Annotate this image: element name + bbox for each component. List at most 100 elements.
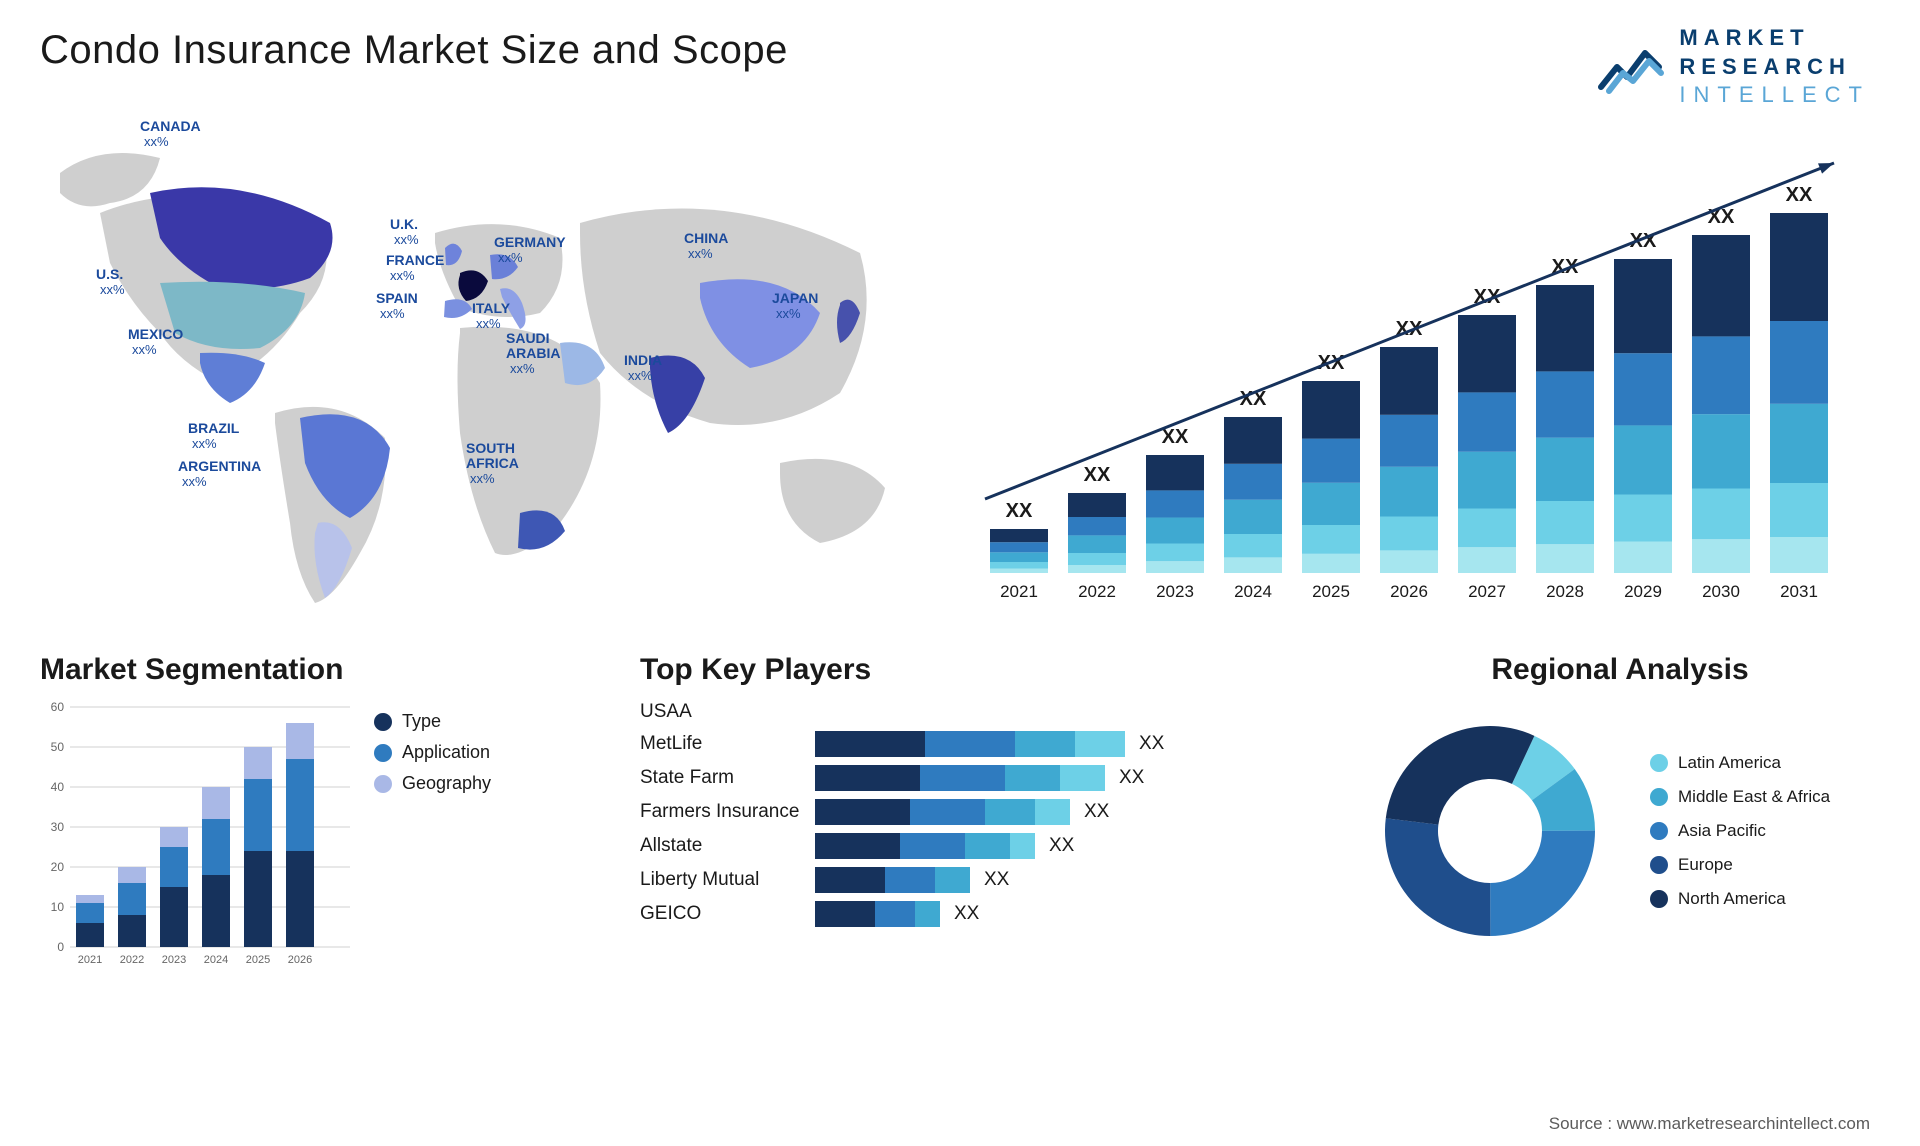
svg-text:XX: XX (1396, 318, 1423, 340)
segmentation-legend: Type Application Geography (374, 701, 491, 804)
svg-text:xx%: xx% (776, 306, 801, 321)
svg-text:GERMANY: GERMANY (494, 234, 566, 250)
svg-text:2026: 2026 (1390, 582, 1428, 601)
key-player-bar (815, 731, 1125, 757)
key-player-row: USAA (640, 701, 1320, 723)
key-player-name: GEICO (640, 903, 815, 925)
key-player-row: GEICO XX (640, 901, 1320, 927)
svg-text:xx%: xx% (510, 361, 535, 376)
svg-text:20: 20 (51, 860, 65, 874)
key-player-name: State Farm (640, 767, 815, 789)
svg-text:0: 0 (57, 940, 64, 954)
svg-text:BRAZIL: BRAZIL (188, 420, 240, 436)
key-player-bar (815, 867, 970, 893)
svg-text:ITALY: ITALY (472, 300, 511, 316)
regional-title: Regional Analysis (1360, 653, 1880, 687)
svg-text:40: 40 (51, 780, 65, 794)
key-player-row: State Farm XX (640, 765, 1320, 791)
svg-text:xx%: xx% (470, 471, 495, 486)
svg-text:INDIA: INDIA (624, 352, 662, 368)
svg-text:AFRICA: AFRICA (466, 455, 519, 471)
segmentation-legend-item: Geography (374, 773, 491, 794)
svg-text:xx%: xx% (100, 282, 125, 297)
svg-text:2030: 2030 (1702, 582, 1740, 601)
key-player-value: XX (1084, 801, 1109, 823)
svg-text:50: 50 (51, 740, 65, 754)
key-player-value: XX (1119, 767, 1144, 789)
key-player-row: Farmers Insurance XX (640, 799, 1320, 825)
svg-text:U.S.: U.S. (96, 266, 123, 282)
svg-text:2024: 2024 (204, 954, 228, 966)
svg-text:2021: 2021 (1000, 582, 1038, 601)
svg-text:U.K.: U.K. (390, 216, 418, 232)
key-player-name: MetLife (640, 733, 815, 755)
svg-text:2028: 2028 (1546, 582, 1584, 601)
key-player-name: Farmers Insurance (640, 801, 815, 823)
svg-text:CHINA: CHINA (684, 230, 728, 246)
regional-legend-item: North America (1650, 889, 1830, 909)
svg-text:2029: 2029 (1624, 582, 1662, 601)
regional-legend-item: Europe (1650, 855, 1830, 875)
svg-text:10: 10 (51, 900, 65, 914)
svg-text:JAPAN: JAPAN (772, 290, 818, 306)
key-player-bar (815, 901, 940, 927)
key-player-name: Allstate (640, 835, 815, 857)
svg-text:2022: 2022 (120, 954, 144, 966)
world-map: CANADAxx%U.S.xx%MEXICOxx%BRAZILxx%ARGENT… (40, 103, 940, 623)
svg-text:xx%: xx% (144, 134, 169, 149)
svg-text:SOUTH: SOUTH (466, 440, 515, 456)
svg-text:MEXICO: MEXICO (128, 326, 183, 342)
svg-text:ARGENTINA: ARGENTINA (178, 458, 261, 474)
svg-text:2021: 2021 (78, 954, 102, 966)
key-player-row: Liberty MutualXX (640, 867, 1320, 893)
logo-mark-icon (1597, 37, 1669, 97)
svg-text:xx%: xx% (628, 368, 653, 383)
key-player-bar (815, 765, 1105, 791)
svg-text:SPAIN: SPAIN (376, 290, 418, 306)
svg-text:xx%: xx% (132, 342, 157, 357)
svg-text:xx%: xx% (476, 316, 501, 331)
key-player-name: Liberty Mutual (640, 869, 815, 891)
regional-legend: Latin AmericaMiddle East & AfricaAsia Pa… (1650, 739, 1830, 923)
key-player-value: XX (1049, 835, 1074, 857)
svg-text:2022: 2022 (1078, 582, 1116, 601)
svg-text:XX: XX (1084, 464, 1111, 486)
svg-text:xx%: xx% (380, 306, 405, 321)
key-player-value: XX (954, 903, 979, 925)
segmentation-legend-item: Type (374, 711, 491, 732)
key-players-chart: USAAMetLifeXXState FarmXXFarmers Insuran… (640, 701, 1320, 927)
svg-text:CANADA: CANADA (140, 118, 201, 134)
svg-text:xx%: xx% (394, 232, 419, 247)
segmentation-legend-item: Application (374, 742, 491, 763)
svg-text:XX: XX (1006, 500, 1033, 522)
svg-text:30: 30 (51, 820, 65, 834)
key-player-row: Allstate XX (640, 833, 1320, 859)
svg-text:xx%: xx% (390, 268, 415, 283)
svg-text:2025: 2025 (246, 954, 270, 966)
svg-text:2027: 2027 (1468, 582, 1506, 601)
svg-text:2031: 2031 (1780, 582, 1818, 601)
segmentation-chart: 0102030405060202120222023202420252026 (40, 701, 350, 971)
svg-text:XX: XX (1786, 184, 1813, 206)
source-attribution: Source : www.marketresearchintellect.com (1549, 1114, 1870, 1134)
brand-logo: MARKET RESEARCH INTELLECT (1597, 24, 1870, 110)
svg-text:XX: XX (1708, 206, 1735, 228)
regional-legend-item: Latin America (1650, 753, 1830, 773)
svg-text:2025: 2025 (1312, 582, 1350, 601)
svg-text:xx%: xx% (192, 436, 217, 451)
svg-text:SAUDI: SAUDI (506, 330, 550, 346)
svg-text:2026: 2026 (288, 954, 312, 966)
svg-text:FRANCE: FRANCE (386, 252, 444, 268)
key-player-name: USAA (640, 701, 815, 723)
regional-legend-item: Middle East & Africa (1650, 787, 1830, 807)
svg-text:xx%: xx% (688, 246, 713, 261)
svg-text:xx%: xx% (182, 474, 207, 489)
key-player-row: MetLife XX (640, 731, 1320, 757)
key-player-bar (815, 799, 1070, 825)
key-player-value: XX (1139, 733, 1164, 755)
logo-line-1: MARKET (1679, 24, 1870, 53)
svg-text:ARABIA: ARABIA (506, 345, 560, 361)
svg-text:XX: XX (1162, 426, 1189, 448)
logo-line-2: RESEARCH (1679, 53, 1870, 82)
regional-donut-chart (1360, 701, 1620, 961)
